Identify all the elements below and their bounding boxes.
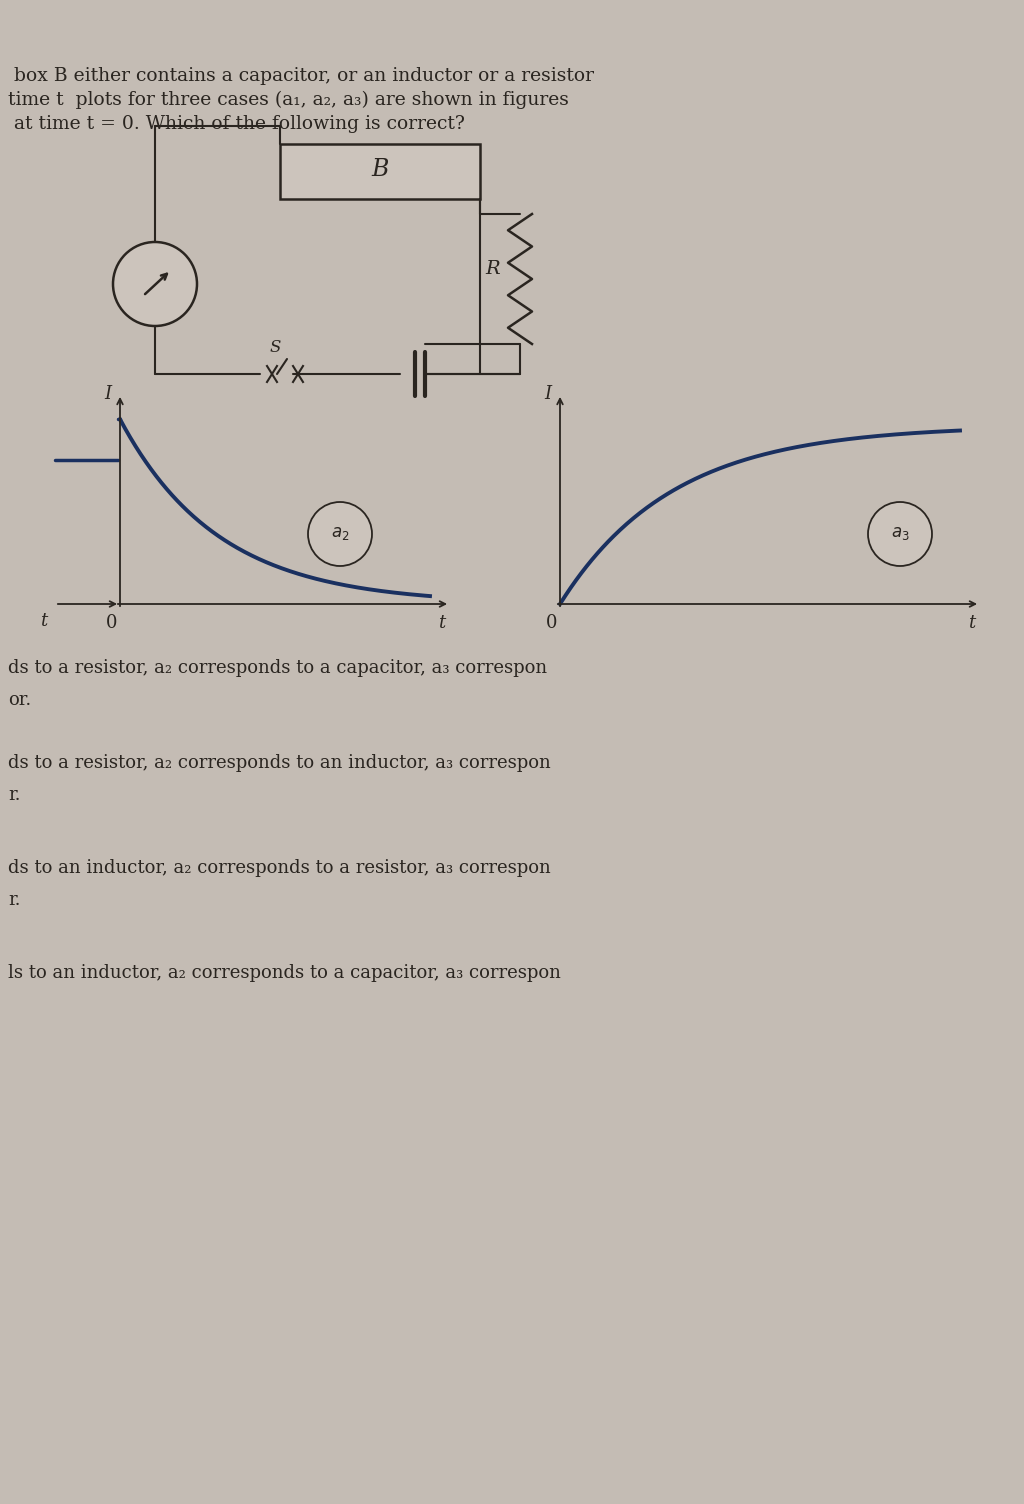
Text: ds to a resistor, a₂ corresponds to an inductor, a₃ correspon: ds to a resistor, a₂ corresponds to an i… <box>8 754 551 772</box>
Text: I: I <box>544 385 551 403</box>
Text: ls to an inductor, a₂ corresponds to a capacitor, a₃ correspon: ls to an inductor, a₂ corresponds to a c… <box>8 964 561 982</box>
Circle shape <box>113 242 197 326</box>
Text: r.: r. <box>8 890 20 908</box>
Text: time t  plots for three cases (a₁, a₂, a₃) are shown in figures: time t plots for three cases (a₁, a₂, a₃… <box>8 92 569 110</box>
Text: t: t <box>438 614 445 632</box>
Text: I: I <box>104 385 112 403</box>
Text: 0: 0 <box>106 614 118 632</box>
Text: B: B <box>372 158 389 180</box>
Text: R: R <box>485 260 500 278</box>
Text: t: t <box>968 614 975 632</box>
FancyBboxPatch shape <box>280 144 480 199</box>
Text: ds to a resistor, a₂ corresponds to a capacitor, a₃ correspon: ds to a resistor, a₂ corresponds to a ca… <box>8 659 547 677</box>
Text: box B either contains a capacitor, or an inductor or a resistor: box B either contains a capacitor, or an… <box>8 68 594 86</box>
Circle shape <box>868 502 932 566</box>
Circle shape <box>308 502 372 566</box>
Text: at time t = 0. Which of the following is correct?: at time t = 0. Which of the following is… <box>8 114 465 132</box>
Text: S: S <box>270 338 282 356</box>
Text: $a_3$: $a_3$ <box>891 525 909 543</box>
Text: r.: r. <box>8 787 20 805</box>
Text: or.: or. <box>8 690 32 708</box>
Text: 0: 0 <box>546 614 557 632</box>
Text: $a_2$: $a_2$ <box>331 525 349 543</box>
Text: ds to an inductor, a₂ corresponds to a resistor, a₃ correspon: ds to an inductor, a₂ corresponds to a r… <box>8 859 551 877</box>
Text: t: t <box>40 612 47 630</box>
